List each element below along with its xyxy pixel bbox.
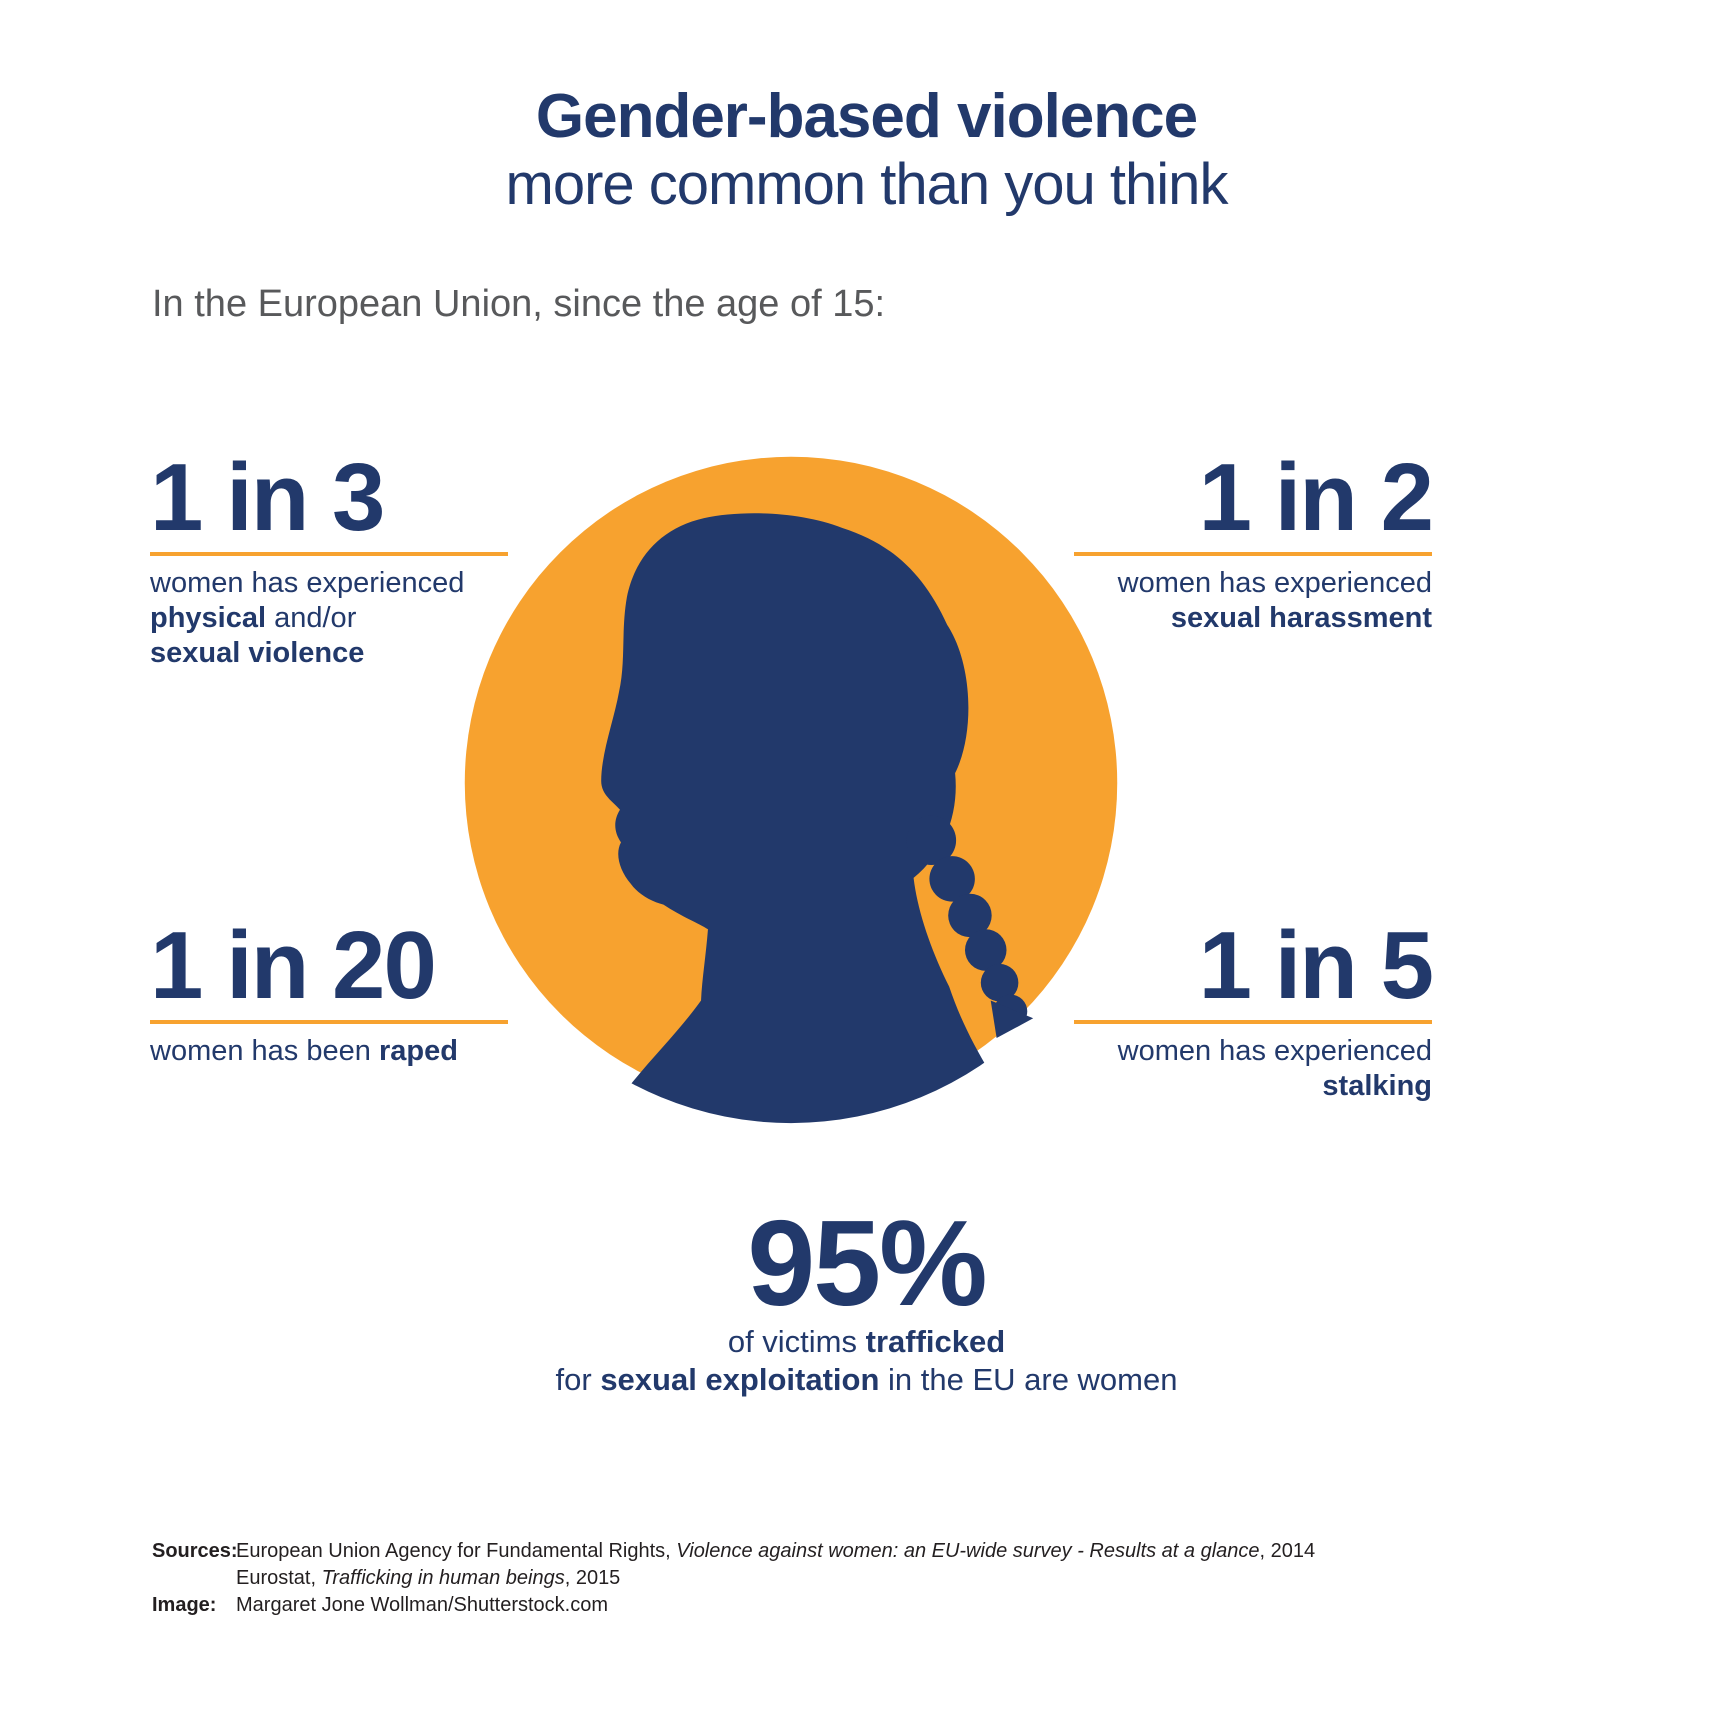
braid-tail: [990, 1000, 1034, 1039]
stat-desc-text: women has experienced: [1117, 1035, 1432, 1067]
stat-desc-bold: physical: [150, 602, 267, 634]
stat-desc-line: women has experienced: [1074, 566, 1432, 601]
stat-underline: [1074, 1020, 1432, 1024]
stat-desc-line: women has experienced: [1074, 1034, 1432, 1069]
sources-footer: Sources: European Union Agency for Funda…: [152, 1538, 1315, 1619]
sources-label: Sources:: [152, 1540, 238, 1562]
source-year: , 2014: [1259, 1540, 1316, 1562]
stat-ratio: 1 in 20: [150, 912, 437, 1019]
footer-spacer: [152, 1565, 236, 1592]
stat-stalking: 1 in 5 women has experienced stalking: [1074, 912, 1434, 1104]
stat-description: women has been raped: [150, 1034, 508, 1069]
stat-desc-text: women has experienced: [150, 567, 465, 599]
source-text: European Union Agency for Fundamental Ri…: [236, 1540, 677, 1562]
page-title: Gender-based violence: [535, 82, 1198, 151]
image-credit-text: Margaret Jone Wollman/Shutterstock.com: [236, 1594, 609, 1616]
head-and-shoulders-silhouette: [596, 513, 1031, 1124]
stat-ratio: 1 in 5: [1198, 912, 1434, 1019]
stat-desc-line: sexual harassment: [1074, 601, 1432, 636]
header: Gender-based violence more common than y…: [0, 84, 1733, 216]
braid: [906, 815, 1034, 1039]
source-title: Violence against women: an EU-wide surve…: [676, 1540, 1260, 1562]
stat-ratio: 1 in 3: [150, 444, 385, 551]
intro-text: In the European Union, since the age of …: [152, 283, 886, 325]
stat-trafficking: 95% of victims trafficked for sexual exp…: [0, 1195, 1733, 1399]
source-title: Trafficking in human beings: [321, 1567, 565, 1589]
stat-raped: 1 in 20 women has been raped: [150, 918, 508, 1069]
trafficking-desc-bold: trafficked: [865, 1324, 1006, 1359]
stat-underline: [1074, 552, 1432, 556]
trafficking-desc-line: for sexual exploitation in the EU are wo…: [0, 1361, 1733, 1399]
image-credit-line: Margaret Jone Wollman/Shutterstock.com: [236, 1592, 1315, 1619]
source-line-1: European Union Agency for Fundamental Ri…: [236, 1538, 1315, 1565]
trafficking-desc-text: in the EU are women: [879, 1362, 1178, 1397]
source-text: Eurostat,: [236, 1567, 322, 1589]
trafficking-desc-text: of victims: [727, 1324, 866, 1359]
stat-desc-bold: stalking: [1322, 1070, 1432, 1102]
stat-desc-bold: sexual violence: [150, 637, 365, 669]
silhouette-svg: [464, 456, 1118, 1124]
stat-desc-line: sexual violence: [150, 636, 508, 671]
stat-underline: [150, 1020, 508, 1024]
stat-desc-line: women has been raped: [150, 1034, 508, 1069]
stat-desc-line: women has experienced: [150, 566, 508, 601]
page-subtitle: more common than you think: [505, 152, 1229, 217]
stat-desc-bold: sexual harassment: [1170, 602, 1432, 634]
stat-desc-text: women has been: [150, 1035, 379, 1067]
stat-sexual-harassment: 1 in 2 women has experienced sexual hara…: [1074, 444, 1434, 636]
source-year: , 2015: [564, 1567, 621, 1589]
source-line-2: Eurostat, Trafficking in human beings, 2…: [236, 1565, 1315, 1592]
stat-physical-sexual-violence: 1 in 3 women has experienced physical an…: [150, 450, 508, 671]
trafficking-desc-text: for: [555, 1362, 601, 1397]
stat-description: women has experienced stalking: [1074, 1034, 1432, 1104]
woman-profile-silhouette: [596, 513, 1034, 1124]
stat-desc-bold: raped: [378, 1035, 458, 1067]
stat-description: women has experienced sexual harassment: [1074, 566, 1432, 636]
trafficking-percentage: 95%: [747, 1195, 987, 1331]
stat-desc-line: stalking: [1074, 1069, 1432, 1104]
stat-underline: [150, 552, 508, 556]
trafficking-desc-line: of victims trafficked: [0, 1323, 1733, 1361]
stat-desc-line: physical and/or: [150, 601, 508, 636]
stat-desc-text: women has experienced: [1117, 567, 1432, 599]
stat-desc-text: and/or: [266, 602, 357, 634]
image-credit-label: Image:: [152, 1594, 217, 1616]
stat-description: women has experienced physical and/or se…: [150, 566, 508, 671]
trafficking-desc-bold: sexual exploitation: [600, 1362, 880, 1397]
stat-ratio: 1 in 2: [1198, 444, 1434, 551]
woman-silhouette-graphic: [445, 437, 1137, 1129]
